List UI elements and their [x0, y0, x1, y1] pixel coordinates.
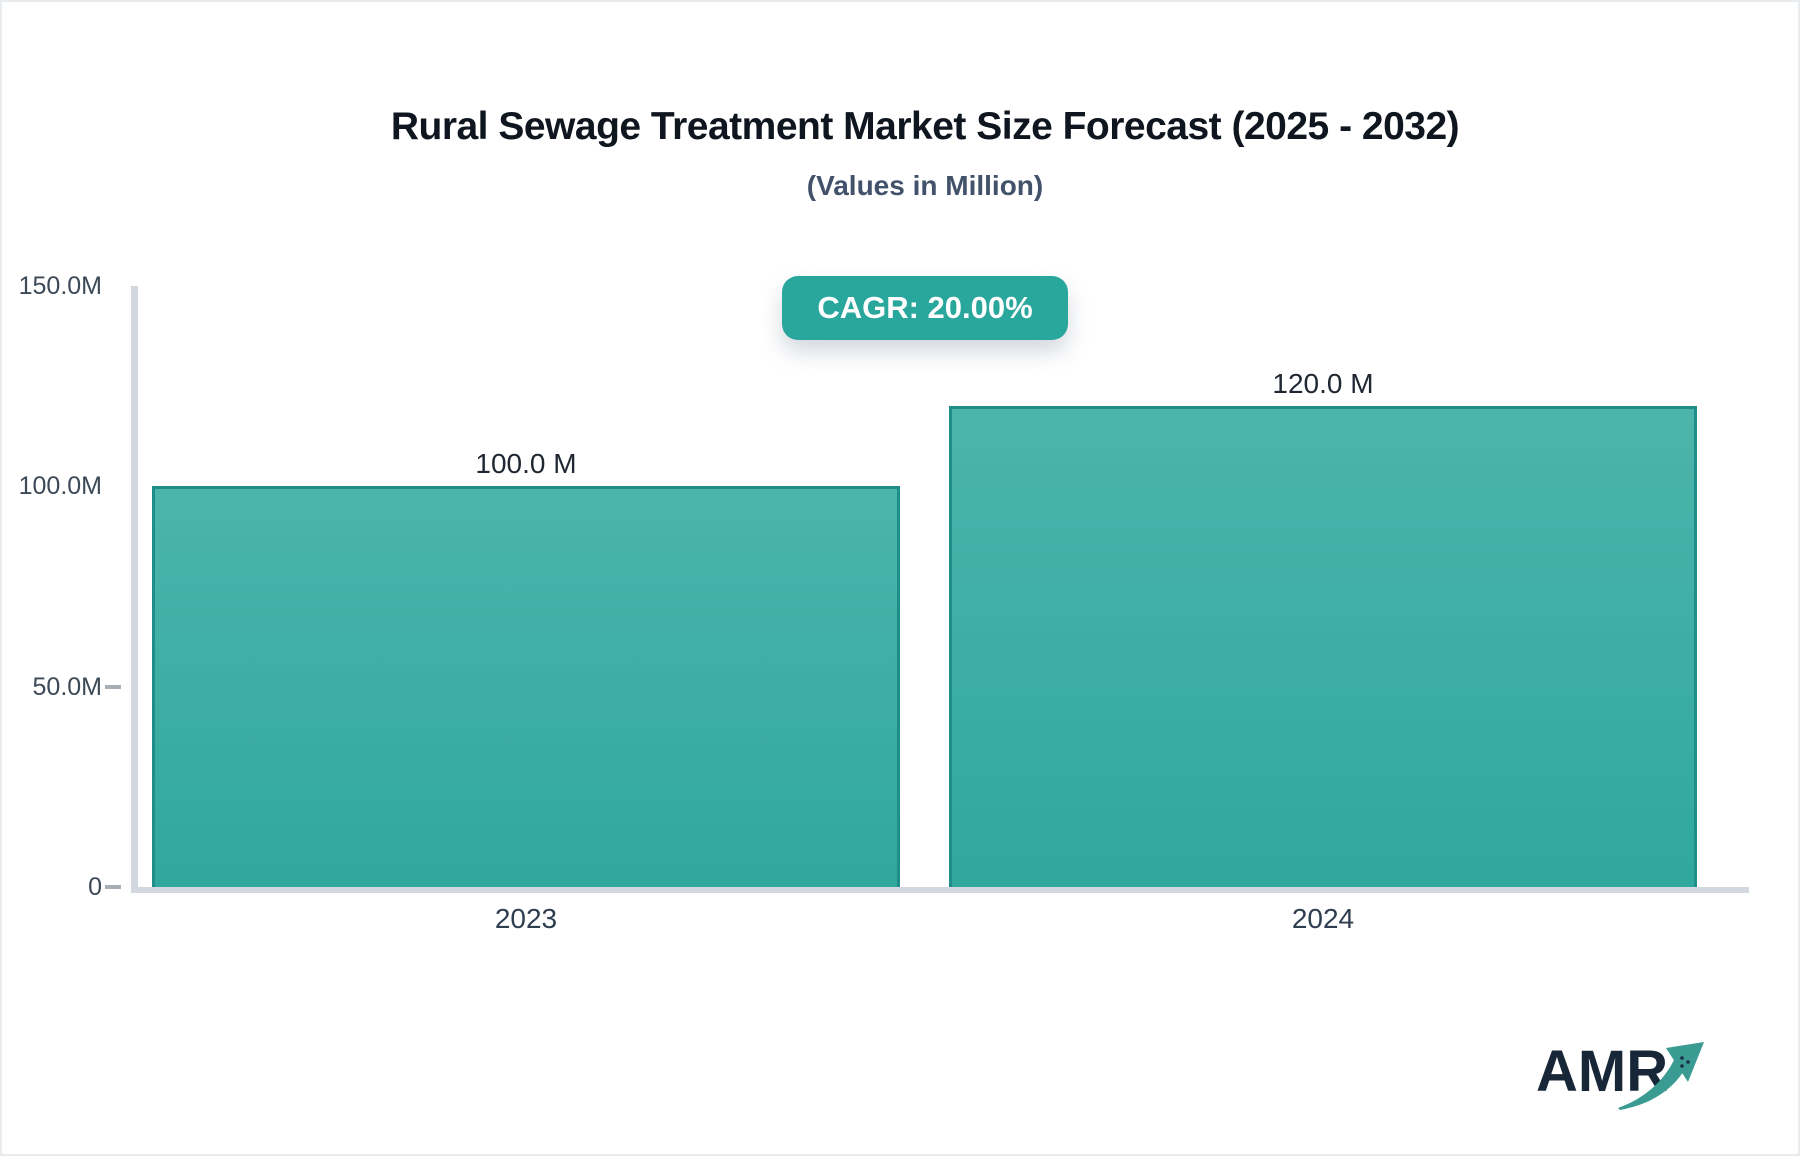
- y-tick-label: 100.0M: [18, 472, 102, 501]
- chart-subtitle: (Values in Million): [806, 170, 1044, 201]
- chart-header: Rural Sewage Treatment Market Size Forec…: [52, 106, 1798, 340]
- bar-value-label: 100.0 M: [475, 448, 577, 480]
- y-tick-label: 150.0M: [18, 272, 102, 300]
- chart-title: Rural Sewage Treatment Market Size Forec…: [390, 105, 1460, 148]
- bar-2024[interactable]: [949, 406, 1697, 887]
- y-tick-dash: [105, 684, 121, 689]
- y-tick-label: 0: [88, 873, 102, 901]
- x-axis-line: [131, 887, 1749, 893]
- x-tick-label: 2024: [1291, 903, 1355, 934]
- cagr-badge: CAGR: 20.00%: [782, 276, 1068, 340]
- y-axis-line: [131, 286, 138, 893]
- y-tick-dash: [105, 885, 121, 889]
- bar-2023[interactable]: [152, 486, 900, 887]
- x-tick-label: 2023: [494, 903, 558, 934]
- amr-logo: AMR: [1532, 1038, 1717, 1123]
- y-tick-label: 50.0M: [32, 672, 102, 701]
- growth-arrow-icon: [1618, 1042, 1704, 1110]
- bar-value-label: 120.0 M: [1272, 368, 1374, 400]
- amr-logo-text: AMR: [1536, 1039, 1669, 1104]
